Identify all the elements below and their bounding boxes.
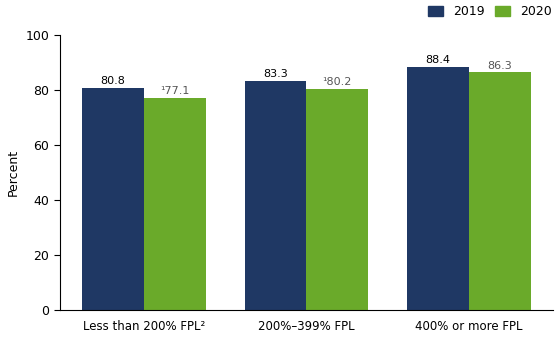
Text: 88.4: 88.4 — [426, 55, 451, 65]
Bar — [306, 89, 368, 310]
Y-axis label: Percent: Percent — [7, 149, 20, 196]
Bar — [144, 98, 206, 310]
Bar — [407, 67, 469, 310]
Text: 86.3: 86.3 — [487, 61, 512, 71]
Bar — [469, 72, 531, 310]
Legend: 2019, 2020: 2019, 2020 — [428, 5, 552, 18]
Bar — [82, 88, 144, 310]
Text: 83.3: 83.3 — [263, 69, 288, 79]
Text: ¹80.2: ¹80.2 — [323, 78, 352, 87]
Text: 80.8: 80.8 — [101, 76, 125, 86]
Text: ¹77.1: ¹77.1 — [160, 86, 189, 96]
Bar — [245, 81, 306, 310]
